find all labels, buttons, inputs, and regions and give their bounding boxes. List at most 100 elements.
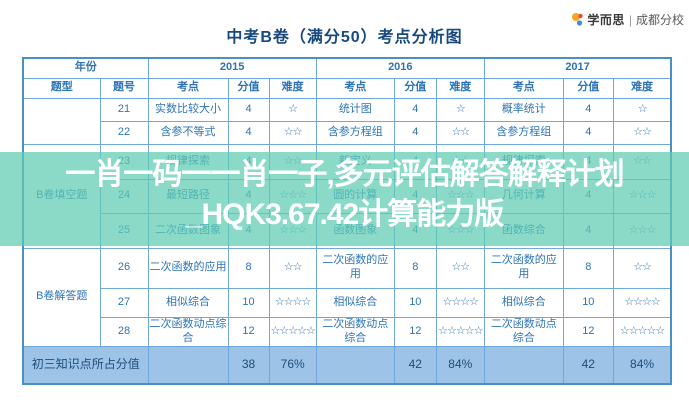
score-cell-2017: 12 bbox=[562, 316, 614, 347]
year-header-2017: 2017 bbox=[483, 57, 672, 79]
topic-cell-2017: 二次函数动点综合 bbox=[483, 316, 564, 347]
topic-cell-2017: 相似综合 bbox=[483, 287, 564, 318]
difficulty-cell-2016: ☆☆☆ bbox=[435, 212, 485, 249]
topic-cell-2016: 相似综合 bbox=[315, 287, 395, 318]
question-number-cell: 26 bbox=[99, 247, 149, 289]
col-header-score-2017: 分值 bbox=[562, 77, 614, 99]
difficulty-cell-2016: ☆☆☆☆ bbox=[435, 287, 485, 318]
difficulty-cell-2015: ☆☆☆ bbox=[268, 178, 317, 214]
question-number-cell: 22 bbox=[99, 120, 149, 145]
year-header-label: 年份 bbox=[22, 57, 149, 79]
brand-logo: 学而思 | 成都分校 bbox=[571, 11, 684, 28]
col-header-score-2016: 分值 bbox=[393, 77, 437, 99]
difficulty-cell-2017: ☆☆ bbox=[612, 143, 672, 180]
col-header-topic-2016: 考点 bbox=[315, 77, 395, 99]
summary-row: 初三知识点所占分值 38 76% 42 84% 42 84% bbox=[22, 345, 672, 385]
col-header-score-2015: 分值 bbox=[227, 77, 270, 99]
flame-icon bbox=[572, 13, 584, 26]
score-cell-2015: 4 bbox=[227, 178, 270, 214]
topic-cell-2016: 新定义 bbox=[315, 143, 395, 180]
score-cell-2016: 4 bbox=[393, 212, 437, 249]
score-cell-2015: 10 bbox=[227, 287, 270, 318]
difficulty-cell-2015: ☆☆☆☆ bbox=[268, 287, 317, 318]
difficulty-cell-2015: ☆☆ bbox=[268, 247, 317, 289]
difficulty-cell-2016: ☆ bbox=[435, 97, 485, 122]
topic-cell-2016: 含参方程组 bbox=[315, 120, 395, 145]
table-row-28: 28 二次函数动点综合 12 ☆☆☆☆☆ 二次函数动点综合 12 ☆☆☆☆☆ 二次函数动点综合… bbox=[23, 316, 672, 347]
score-cell-2015: 4 bbox=[227, 97, 270, 122]
difficulty-cell-2017: ☆☆ bbox=[612, 247, 672, 289]
table-row-24: 24 最短路径 4 ☆☆☆ 圆的计算 4 ☆☆☆ 几何计算 4 ☆☆☆ bbox=[23, 178, 672, 214]
topic-cell-2016: 二次函数动点综合 bbox=[315, 316, 395, 347]
page-title: 中考B卷（满分50）考点分析图 bbox=[226, 29, 463, 46]
difficulty-cell-2016: ☆☆☆☆☆ bbox=[435, 316, 485, 347]
summary-percent-2015: 76% bbox=[268, 345, 317, 385]
summary-score-2017: 42 bbox=[562, 345, 614, 385]
score-cell-2016: 4 bbox=[393, 143, 437, 180]
group-cell-26: B卷解答题 bbox=[22, 247, 101, 347]
topic-cell-2015: 二次函数的应用 bbox=[147, 247, 229, 289]
summary-topic-empty-2015 bbox=[147, 345, 229, 385]
topic-cell-2016: 圆的计算 bbox=[315, 178, 395, 214]
score-cell-2015: 4 bbox=[227, 143, 270, 180]
col-header-topic-2015: 考点 bbox=[147, 77, 229, 99]
question-number-cell: 27 bbox=[99, 287, 149, 318]
topic-cell-2015: 最短路径 bbox=[147, 178, 229, 214]
difficulty-cell-2016: ☆☆ bbox=[435, 247, 485, 289]
score-cell-2016: 4 bbox=[393, 97, 437, 122]
question-number-cell: 21 bbox=[99, 97, 149, 122]
year-header-2015: 2015 bbox=[147, 57, 317, 79]
col-header-difficulty-2016: 难度 bbox=[435, 77, 485, 99]
score-cell-2016: 4 bbox=[393, 178, 437, 214]
topic-cell-2016: 二次函数的应用 bbox=[315, 247, 395, 289]
col-header-type: 题型 bbox=[22, 77, 101, 99]
difficulty-cell-2015: ☆☆ bbox=[268, 120, 317, 145]
topic-cell-2017: 规律探索 bbox=[483, 143, 564, 180]
summary-percent-2016: 84% bbox=[435, 345, 485, 385]
score-cell-2017: 8 bbox=[562, 247, 614, 289]
summary-label: 初三知识点所占分值 bbox=[22, 345, 149, 385]
col-header-difficulty-2015: 难度 bbox=[268, 77, 317, 99]
question-number-cell: 25 bbox=[99, 212, 149, 249]
brand-secondary: 成都分校 bbox=[635, 13, 684, 27]
question-type-blank-cell bbox=[22, 97, 101, 145]
summary-score-2016: 42 bbox=[393, 345, 437, 385]
score-cell-2016: 12 bbox=[393, 316, 437, 347]
topic-cell-2015: 二次函数动点综合 bbox=[147, 316, 229, 347]
question-number-cell: 28 bbox=[99, 316, 149, 347]
year-header-2016: 2016 bbox=[315, 57, 485, 79]
difficulty-cell-2016: ☆☆ bbox=[435, 143, 485, 180]
col-header-difficulty-2017: 难度 bbox=[612, 77, 672, 99]
difficulty-cell-2015: ☆☆ bbox=[268, 143, 317, 180]
difficulty-cell-2015: ☆☆☆ bbox=[268, 212, 317, 249]
table-row-23: B卷填空题 23 规律探索 4 ☆☆ 新定义 4 ☆☆ 规律探索 4 ☆☆ bbox=[22, 143, 672, 249]
topic-cell-2017: 函数综合 bbox=[483, 212, 564, 249]
score-cell-2017: 10 bbox=[562, 287, 614, 318]
score-cell-2015: 12 bbox=[227, 316, 270, 347]
score-cell-2015: 4 bbox=[227, 212, 270, 249]
difficulty-cell-2017: ☆☆ bbox=[612, 120, 672, 145]
topic-cell-2016: 函数图象 bbox=[315, 212, 395, 249]
brand-primary: 学而思 bbox=[587, 13, 625, 27]
table-row-27: 27 相似综合 10 ☆☆☆☆ 相似综合 10 ☆☆☆☆ 相似综合 10 ☆☆☆☆ bbox=[23, 287, 672, 318]
topic-cell-2017: 概率统计 bbox=[483, 97, 564, 122]
topic-cell-2017: 含参方程组 bbox=[483, 120, 564, 145]
score-cell-2016: 8 bbox=[393, 247, 437, 289]
summary-score-2015: 38 bbox=[227, 345, 270, 385]
topic-cell-2015: 相似综合 bbox=[147, 287, 229, 318]
table-row-25: 25 二次函数图象 4 ☆☆☆ 函数图象 4 ☆☆☆ 函数综合 4 ☆☆☆ bbox=[23, 212, 672, 249]
score-cell-2017: 4 bbox=[562, 97, 614, 122]
column-header-row: 题型 题号 考点 分值 难度 考点 分值 难度 考点 分值 难度 bbox=[22, 77, 672, 99]
question-number-cell: 23 bbox=[99, 143, 149, 180]
score-cell-2017: 4 bbox=[562, 212, 614, 249]
topic-cell-2016: 统计图 bbox=[315, 97, 395, 122]
difficulty-cell-2017: ☆☆☆☆ bbox=[612, 287, 672, 318]
topic-cell-2015: 实数比较大小 bbox=[147, 97, 229, 122]
summary-topic-empty-2016 bbox=[315, 345, 395, 385]
table-row-26: B卷解答题 26 二次函数的应用 8 ☆☆ 二次函数的应用 8 ☆☆ 二次函数的应用 8 ☆☆ bbox=[22, 247, 672, 347]
score-cell-2017: 4 bbox=[562, 178, 614, 214]
difficulty-cell-2015: ☆ bbox=[268, 97, 317, 122]
topic-cell-2017: 二次函数的应用 bbox=[483, 247, 564, 289]
difficulty-cell-2017: ☆☆☆☆☆ bbox=[612, 316, 672, 347]
